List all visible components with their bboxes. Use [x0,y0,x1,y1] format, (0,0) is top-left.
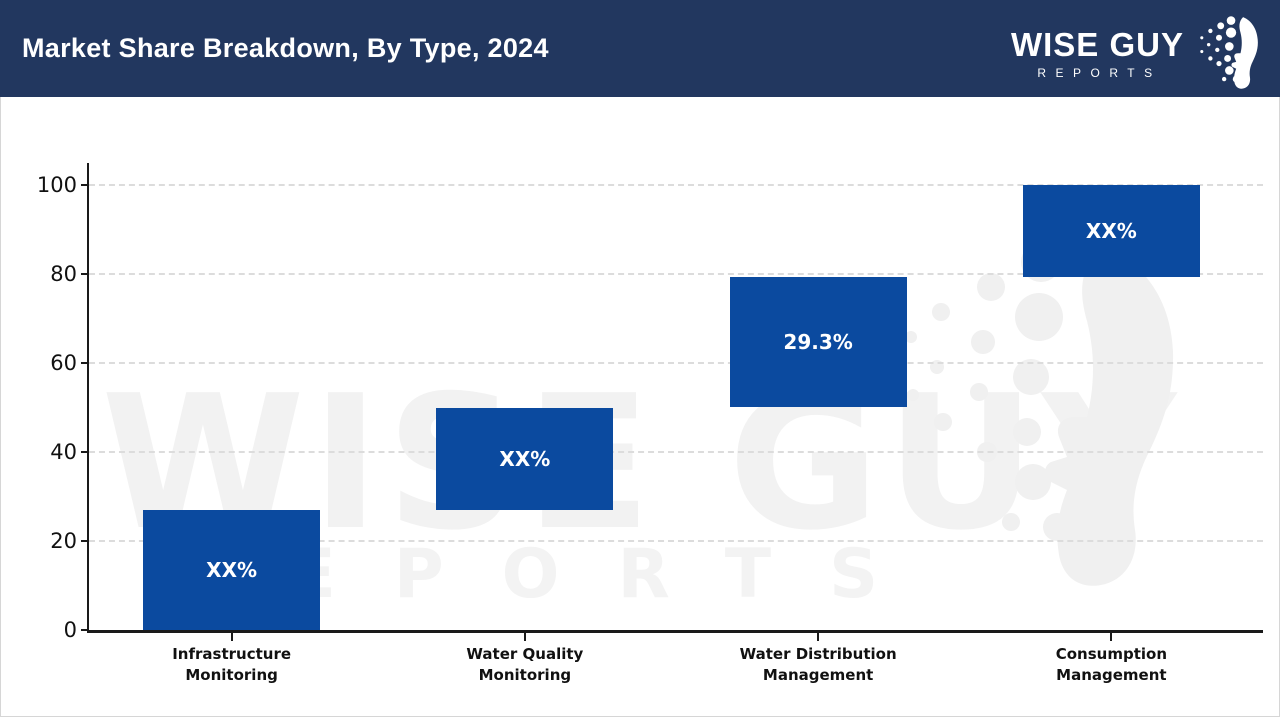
y-tick-label-40: 40 [50,440,77,464]
wiseguy-face-icon [1176,12,1262,102]
brand-logo: WISE GUY REPORTS [1011,8,1262,92]
y-tick-40 [81,451,89,453]
bar-4: XX% [1022,185,1200,278]
y-tick-80 [81,273,89,275]
header-band: Market Share Breakdown, By Type, 2024 WI… [0,0,1280,97]
gridline-80 [89,273,1263,275]
bar-value-label: XX% [1085,219,1137,244]
x-tick-4 [1110,633,1113,641]
x-tick-label-4: Consumption Management [1055,645,1167,684]
bar-3: 29.3% [729,277,907,408]
y-tick-label-60: 60 [50,351,77,375]
x-tick-label-3: Water Distribution Management [739,645,897,684]
bar-2: XX% [436,407,614,510]
bar-value-label: 29.3% [783,330,853,355]
gridline-40 [89,451,1263,453]
x-axis-line [87,630,1263,633]
y-tick-100 [81,184,89,186]
bar-value-label: XX% [499,446,551,471]
y-tick-0 [81,629,89,631]
y-axis-line [87,163,89,632]
y-tick-label-80: 80 [50,262,77,286]
watermark-face-icon [871,227,1201,631]
gridline-60 [89,362,1263,364]
x-tick-3 [817,633,820,641]
x-tick-1 [230,633,233,641]
x-tick-2 [523,633,526,641]
page-title: Market Share Breakdown, By Type, 2024 [22,33,549,63]
chart-card: WISE GUY REPORTS 0 20 40 60 80 100 XX% Infrastr… [0,97,1280,717]
x-tick-label-1: Infrastructure Monitoring [172,645,292,684]
y-tick-60 [81,362,89,364]
gridline-100 [89,184,1263,186]
gridline-20 [89,540,1263,542]
brand-subtitle: REPORTS [1037,66,1162,80]
y-tick-20 [81,540,89,542]
y-tick-label-0: 0 [63,618,77,642]
bar-value-label: XX% [206,557,258,582]
y-tick-label-100: 100 [36,173,77,197]
brand-name: WISE GUY [1010,26,1184,63]
brand-text: WISE GUY REPORTS [1011,26,1184,80]
y-tick-label-20: 20 [50,529,77,553]
x-tick-label-2: Water Quality Monitoring [466,645,584,684]
bar-1: XX% [143,509,321,630]
